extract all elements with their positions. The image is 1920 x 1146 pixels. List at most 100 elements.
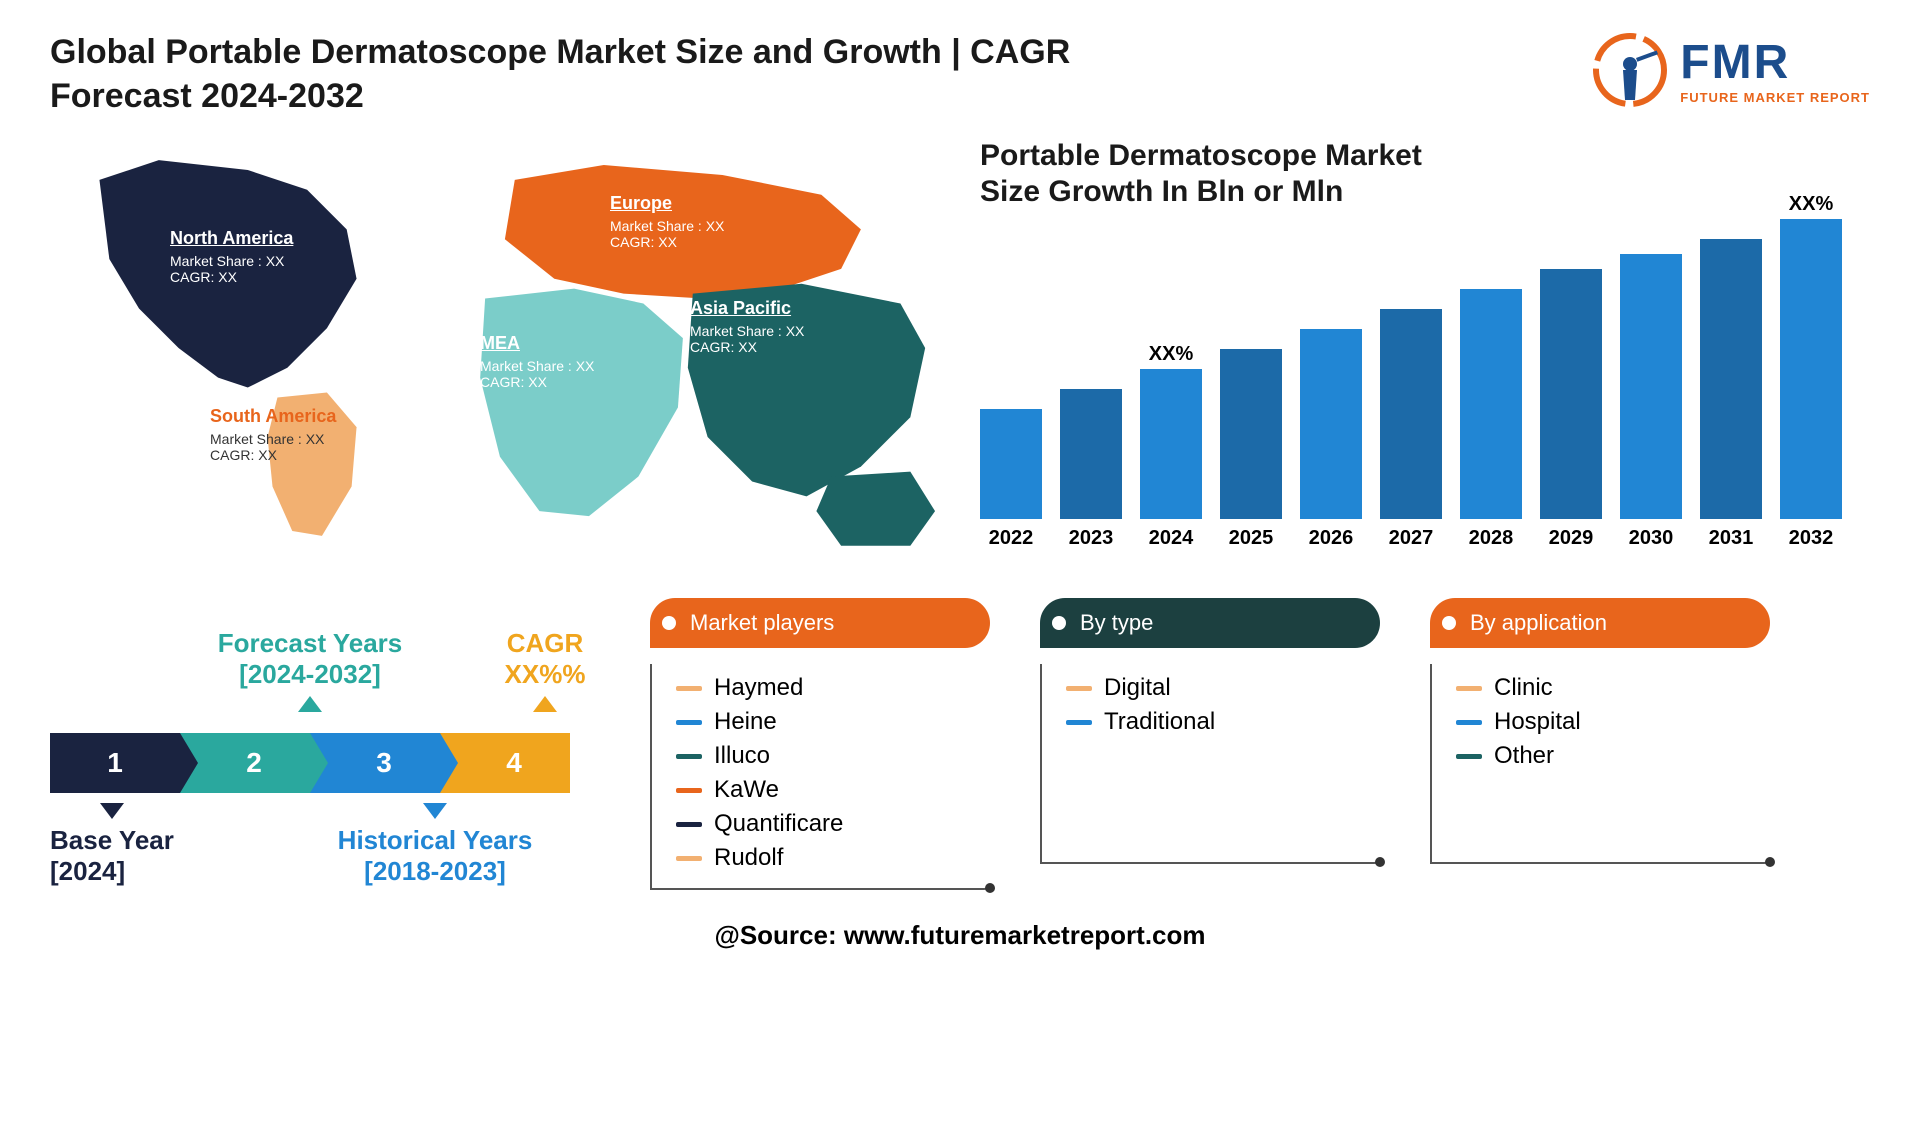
segment-tick <box>676 822 702 827</box>
bar <box>980 409 1042 519</box>
tl-forecast-label: Forecast Years <box>218 628 403 658</box>
bar-year-label: 2022 <box>989 527 1034 550</box>
page-title: Global Portable Dermatoscope Market Size… <box>50 30 1150 118</box>
segment-item-label: KaWe <box>714 776 779 804</box>
tl-seg-1: 1 <box>50 733 180 793</box>
bar <box>1060 389 1122 519</box>
segment-item: Digital <box>1066 674 1380 702</box>
segment-item: Traditional <box>1066 708 1380 736</box>
bar-year-label: 2025 <box>1229 527 1274 550</box>
segment-item: KaWe <box>676 776 990 804</box>
tl-cagr-label: CAGR <box>507 628 584 658</box>
map-sa-name: South America <box>210 406 336 427</box>
bar-wrap: 2025 <box>1220 349 1282 550</box>
map-na-name: North America <box>170 228 293 249</box>
segment-header: By application <box>1430 598 1770 648</box>
bar-year-label: 2032 <box>1789 527 1834 550</box>
bar-year-label: 2027 <box>1389 527 1434 550</box>
tl-seg-2: 2 <box>180 733 310 793</box>
segment-item: Illuco <box>676 742 990 770</box>
bar <box>1300 329 1362 519</box>
tl-base-value: [2024] <box>50 856 125 886</box>
logo: FMR FUTURE MARKET REPORT <box>1590 30 1870 110</box>
bar-wrap: 2022 <box>980 409 1042 550</box>
bar <box>1540 269 1602 519</box>
segment-tick <box>1456 720 1482 725</box>
tl-seg-3: 3 <box>310 733 440 793</box>
map-eu-name: Europe <box>610 193 724 214</box>
segment-item-label: Rudolf <box>714 844 783 872</box>
bar-year-label: 2030 <box>1629 527 1674 550</box>
bar-annotation: XX% <box>1789 193 1833 216</box>
tl-forecast-value: [2024-2032] <box>239 659 381 689</box>
bar-wrap: 2026 <box>1300 329 1362 550</box>
bar-year-label: 2026 <box>1309 527 1354 550</box>
map-mea-share: Market Share : XX <box>480 358 594 374</box>
segment-column: By application Clinic Hospital Other <box>1430 598 1770 890</box>
bar-year-label: 2028 <box>1469 527 1514 550</box>
segment-item: Clinic <box>1456 674 1770 702</box>
segment-tick <box>676 686 702 691</box>
segment-tick <box>1456 754 1482 759</box>
segment-item-label: Digital <box>1104 674 1171 702</box>
bar <box>1460 289 1522 519</box>
map-eu-cagr: CAGR: XX <box>610 234 677 250</box>
map-mea-name: MEA <box>480 333 594 354</box>
bar <box>1380 309 1442 519</box>
bar-wrap: 2031 <box>1700 239 1762 550</box>
segment-tick <box>676 754 702 759</box>
logo-icon <box>1590 30 1670 110</box>
chart-title: Portable Dermatoscope Market Size Growth… <box>980 138 1480 210</box>
segment-tick <box>1456 686 1482 691</box>
bar-wrap: 2023 <box>1060 389 1122 550</box>
map-ap-share: Market Share : XX <box>690 323 804 339</box>
map-sa-share: Market Share : XX <box>210 431 324 447</box>
timeline: Forecast Years [2024-2032] CAGR XX%% 1 2… <box>50 598 610 878</box>
tl-cagr-value: XX%% <box>505 659 586 689</box>
segment-header: By type <box>1040 598 1380 648</box>
segment-body: HaymedHeineIllucoKaWeQuantificareRudolf <box>650 664 990 890</box>
source-text: @Source: www.futuremarketreport.com <box>50 920 1870 951</box>
tl-seg-4: 4 <box>440 733 570 793</box>
bar <box>1220 349 1282 519</box>
bar-wrap: 2027 <box>1380 309 1442 550</box>
bar <box>1700 239 1762 519</box>
bar-wrap: XX%2024 <box>1140 369 1202 550</box>
bar-year-label: 2023 <box>1069 527 1114 550</box>
segment-header: Market players <box>650 598 990 648</box>
world-map: North America Market Share : XX CAGR: XX… <box>50 138 940 558</box>
segment-column: Market playersHaymedHeineIllucoKaWeQuant… <box>650 598 990 890</box>
segment-item-label: Other <box>1494 742 1554 770</box>
map-sa-cagr: CAGR: XX <box>210 447 277 463</box>
map-na-share: Market Share : XX <box>170 253 284 269</box>
bar <box>1140 369 1202 519</box>
tl-hist-label: Historical Years <box>338 825 533 855</box>
map-ap-name: Asia Pacific <box>690 298 804 319</box>
bar-wrap: XX%2032 <box>1780 219 1842 550</box>
logo-text-sub: FUTURE MARKET REPORT <box>1680 90 1870 105</box>
segment-tick <box>1066 720 1092 725</box>
segment-body: Digital Traditional <box>1040 664 1380 864</box>
bar-wrap: 2030 <box>1620 254 1682 550</box>
segment-item-label: Quantificare <box>714 810 843 838</box>
bar-year-label: 2029 <box>1549 527 1594 550</box>
segment-column: By type Digital Traditional <box>1040 598 1380 890</box>
map-ap-cagr: CAGR: XX <box>690 339 757 355</box>
segment-item-label: Hospital <box>1494 708 1581 736</box>
bar-year-label: 2024 <box>1149 527 1194 550</box>
logo-text-main: FMR <box>1680 35 1870 90</box>
bar-wrap: 2028 <box>1460 289 1522 550</box>
segment-tick <box>676 856 702 861</box>
segment-item: Quantificare <box>676 810 990 838</box>
bar <box>1780 219 1842 519</box>
segment-item-label: Illuco <box>714 742 770 770</box>
aus-shape <box>816 472 935 546</box>
bar <box>1620 254 1682 519</box>
bar-wrap: 2029 <box>1540 269 1602 550</box>
map-na-cagr: CAGR: XX <box>170 269 237 285</box>
segment-tick <box>1066 686 1092 691</box>
segment-item-label: Heine <box>714 708 777 736</box>
mea-shape <box>480 289 683 516</box>
segment-item: Other <box>1456 742 1770 770</box>
bar-chart: Portable Dermatoscope Market Size Growth… <box>980 138 1870 558</box>
